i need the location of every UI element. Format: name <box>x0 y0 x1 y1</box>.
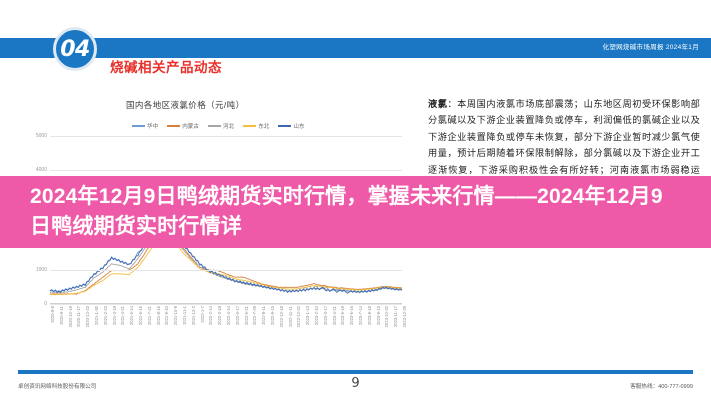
x-axis-tick-label: 2021-12-2 <box>190 306 196 326</box>
chart-series-svg <box>49 181 403 296</box>
x-axis-labels: 2020-8-8 2020-9-11 2020-10-19 2020-11-17 202… <box>50 306 407 346</box>
header-report-label: 化塑网烧碱市场周报 2024年1月 <box>602 44 699 51</box>
legend-item-2[interactable]: 河北 <box>208 122 234 130</box>
x-axis-tick-label: 2023-3-17 <box>322 306 328 326</box>
x-axis-tick-label: 2021-5-14 <box>129 306 135 326</box>
legend-swatch-icon <box>167 125 181 127</box>
grid-line: 5000 <box>36 133 402 139</box>
x-axis-tick-label: 2023-6-16 <box>349 306 355 326</box>
x-axis-tick-label: 2021-1-30 <box>94 306 99 326</box>
overlay-title-text: 2024年12月9日鸭绒期货实时行情，掌握未来行情——2024年12月9日鸭绒期… <box>30 185 663 238</box>
x-axis-tick-label: 2022-7-29 <box>252 306 258 326</box>
x-axis-tick-label: 2022-6-21 <box>243 306 249 326</box>
x-axis-tick-label: 2021-8-16 <box>155 306 161 326</box>
footer-divider <box>18 370 693 374</box>
series-line-4 <box>49 184 403 294</box>
legend-swatch-icon <box>208 125 221 127</box>
x-axis-tick-label: 2020-12-23 <box>85 306 91 328</box>
footer-hotline: 客服热线：400-777-0999 <box>630 384 693 390</box>
x-axis-tick-label: 2023-9-15 <box>375 306 381 326</box>
x-axis-tick-label: 2021-6-15 <box>138 306 143 326</box>
legend-item-0[interactable]: 华中 <box>132 122 158 130</box>
x-axis-tick-label: 2023-1-13 <box>305 306 311 326</box>
x-axis-tick-label: 2022-5-17 <box>234 306 240 326</box>
x-axis-tick-label: 2022-11-11 <box>287 306 293 327</box>
y-axis-tick-label: 1000 <box>35 267 47 274</box>
x-axis-tick-label: 2023-8-18 <box>366 306 372 326</box>
x-axis-tick-label: 2021-10-9 <box>173 306 179 326</box>
x-axis-tick-label: 2020-8-8 <box>50 306 55 323</box>
x-axis-tick-label: 2022-3-18 <box>217 306 223 326</box>
legend-label: 山东 <box>293 124 305 130</box>
footer-company: 卓创资讯网络科技股份有限公司 <box>18 384 97 390</box>
section-number-text: 04 <box>60 36 90 62</box>
x-axis-tick-label: 2023-5-19 <box>340 306 346 326</box>
x-axis-tick-label: 2021-7-21 <box>146 306 152 326</box>
x-axis-line <box>50 303 402 304</box>
section-title: 烧碱相关产品动态 <box>110 60 222 75</box>
y-axis-tick-label: 4000 <box>35 166 47 173</box>
x-axis-tick-label: 2020-10-19 <box>67 306 73 328</box>
x-axis-tick-label: 2022-2-14 <box>208 306 214 326</box>
header-bar <box>0 38 711 58</box>
x-axis-tick-label: 2022-1-7 <box>199 306 205 323</box>
legend-label: 东北 <box>258 124 270 130</box>
footer-page-number: 9 <box>351 376 360 391</box>
x-axis-tick-label: 2023-11-17 <box>393 306 399 328</box>
section-number-badge: 04 <box>53 27 97 71</box>
legend-swatch-icon <box>132 125 145 127</box>
y-axis-tick-label: 5000 <box>35 133 47 139</box>
x-axis-tick-label: 2021-4-21 <box>120 306 126 326</box>
x-axis-tick-label: 2022-12-22 <box>296 306 302 328</box>
series-line-1 <box>49 215 403 295</box>
series-line-3 <box>49 221 403 296</box>
x-axis-tick-label: 2022-8-11 <box>261 306 267 325</box>
x-axis-tick-label: 2021-3-19 <box>111 306 117 326</box>
x-axis-tick-label: 2021-9-10 <box>164 306 170 326</box>
x-axis-tick-label: 2023-12-29 <box>402 306 407 328</box>
x-axis-tick-label: 2021-2-23 <box>102 306 108 326</box>
x-axis-tick-label: 2023-2-10 <box>314 306 319 326</box>
legend-label: 内蒙古 <box>182 124 199 130</box>
x-axis-tick-label: 2022-4-14 <box>226 306 231 326</box>
legend-item-3[interactable]: 东北 <box>243 122 269 130</box>
x-axis-tick-label: 2023-7-14 <box>358 306 363 326</box>
title-overlay-banner: 2024年12月9日鸭绒期货实时行情，掌握未来行情——2024年12月9日鸭绒期… <box>0 176 711 248</box>
legend-label: 河北 <box>223 124 235 130</box>
y-axis-tick-label: 0 <box>44 301 47 307</box>
x-axis-tick-label: 2021-11-1 <box>182 306 187 325</box>
legend-swatch-icon <box>278 125 292 127</box>
legend-label: 华中 <box>147 124 159 130</box>
x-axis-tick-label: 2022-10-18 <box>278 306 284 328</box>
legend-item-1[interactable]: 内蒙古 <box>167 122 199 130</box>
x-axis-tick-label: 2023-4-21 <box>331 306 337 326</box>
x-axis-tick-label: 2020-11-17 <box>76 306 82 328</box>
x-axis-tick-label: 2023-10-20 <box>384 306 390 328</box>
chart-legend: 华中 内蒙古 河北 东北 山东 <box>132 122 305 130</box>
x-axis-tick-label: 2022-9-15 <box>270 306 275 326</box>
chart-title: 国内各地区液氯价格（元/吨） <box>126 100 245 110</box>
legend-swatch-icon <box>243 125 257 127</box>
x-axis-tick-label: 2020-9-11 <box>58 306 64 325</box>
grid-line: 0 <box>44 301 402 307</box>
grid-line: 1000 <box>36 267 402 273</box>
body-text-lead: 液氯 <box>428 99 448 109</box>
grid-line: 4000 <box>36 167 402 173</box>
legend-item-4[interactable]: 山东 <box>278 122 305 130</box>
